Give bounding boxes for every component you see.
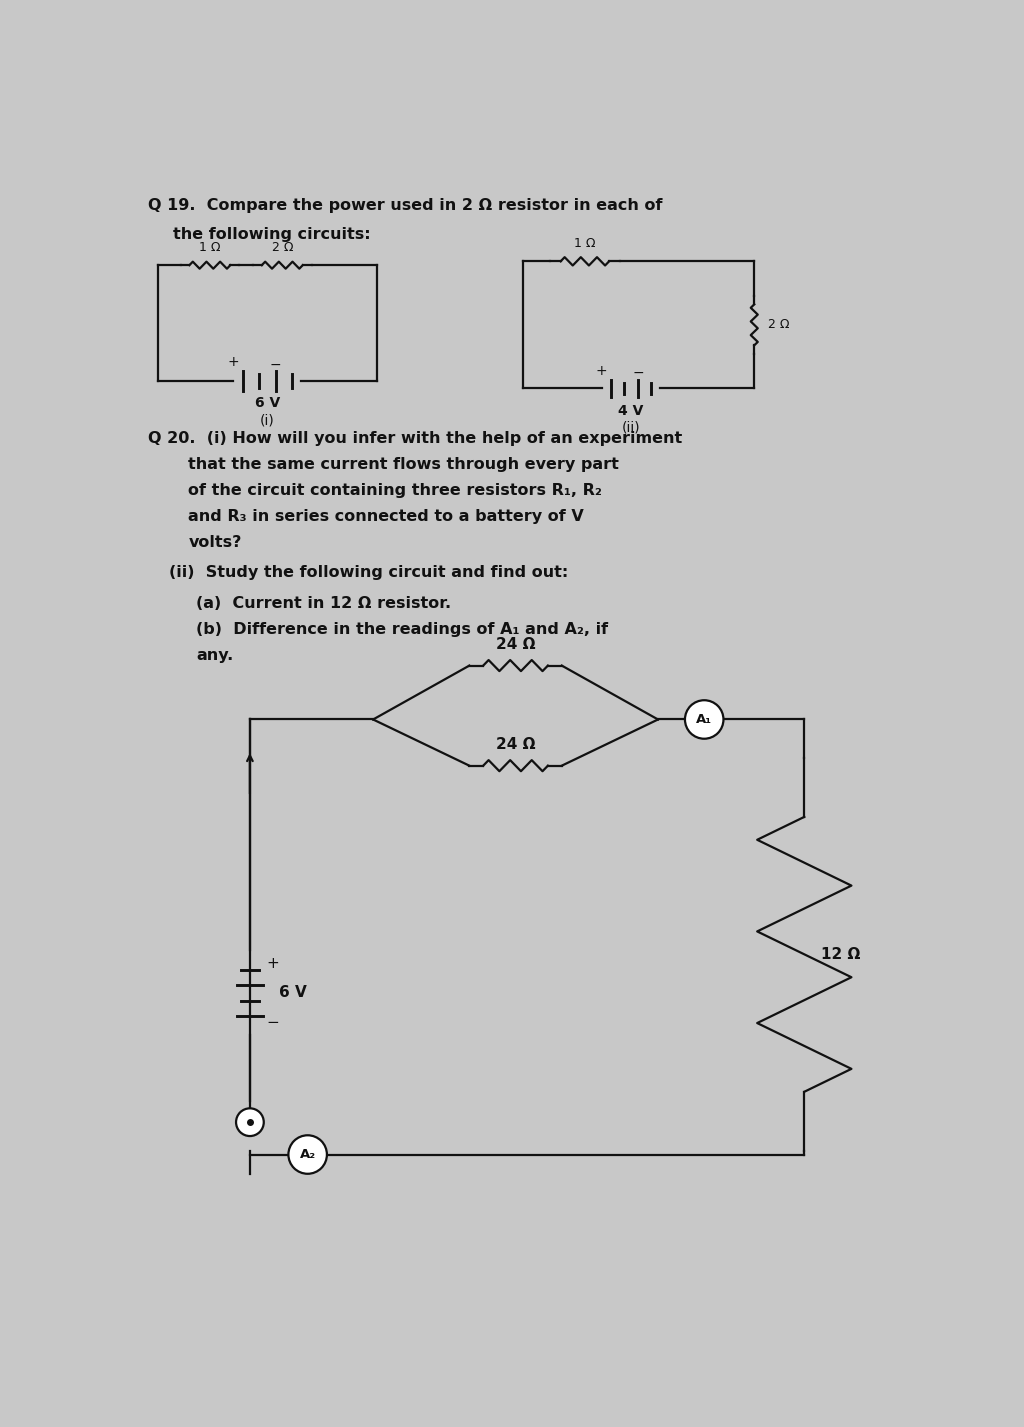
Text: +: + xyxy=(267,956,280,970)
Text: 2 Ω: 2 Ω xyxy=(768,318,790,331)
Text: (b)  Difference in the readings of A₁ and A₂, if: (b) Difference in the readings of A₁ and… xyxy=(196,622,608,636)
Text: 24 Ω: 24 Ω xyxy=(496,736,536,752)
Text: (i): (i) xyxy=(260,412,274,427)
Text: +: + xyxy=(596,364,607,378)
Text: 6 V: 6 V xyxy=(280,985,307,1000)
Text: 24 Ω: 24 Ω xyxy=(496,636,536,652)
Text: −: − xyxy=(270,357,282,371)
Text: 6 V: 6 V xyxy=(255,397,280,410)
Text: 4 V: 4 V xyxy=(618,404,644,418)
Text: the following circuits:: the following circuits: xyxy=(173,227,371,241)
Text: +: + xyxy=(227,355,240,370)
Text: (a)  Current in 12 Ω resistor.: (a) Current in 12 Ω resistor. xyxy=(196,595,452,611)
Circle shape xyxy=(289,1136,327,1174)
Text: 1 Ω: 1 Ω xyxy=(574,237,596,250)
Text: volts?: volts? xyxy=(188,535,242,551)
Text: any.: any. xyxy=(196,648,233,664)
Text: A₂: A₂ xyxy=(300,1149,315,1162)
Circle shape xyxy=(685,701,724,739)
Text: that the same current flows through every part: that the same current flows through ever… xyxy=(188,457,620,472)
Text: of the circuit containing three resistors R₁, R₂: of the circuit containing three resistor… xyxy=(188,484,602,498)
Circle shape xyxy=(237,1109,264,1136)
Text: (ii)  Study the following circuit and find out:: (ii) Study the following circuit and fin… xyxy=(169,565,568,581)
Text: Q 19.  Compare the power used in 2 Ω resistor in each of: Q 19. Compare the power used in 2 Ω resi… xyxy=(147,198,662,213)
Text: and R₃ in series connected to a battery of V: and R₃ in series connected to a battery … xyxy=(188,509,584,524)
Text: −: − xyxy=(267,1015,280,1030)
Text: 2 Ω: 2 Ω xyxy=(271,241,293,254)
Text: A₁: A₁ xyxy=(696,714,713,726)
Text: 12 Ω: 12 Ω xyxy=(821,948,860,962)
Text: 1 Ω: 1 Ω xyxy=(199,241,220,254)
Text: −: − xyxy=(632,365,644,380)
Text: Q 20.  (i) How will you infer with the help of an experiment: Q 20. (i) How will you infer with the he… xyxy=(147,431,682,445)
Text: (ii): (ii) xyxy=(622,421,640,435)
